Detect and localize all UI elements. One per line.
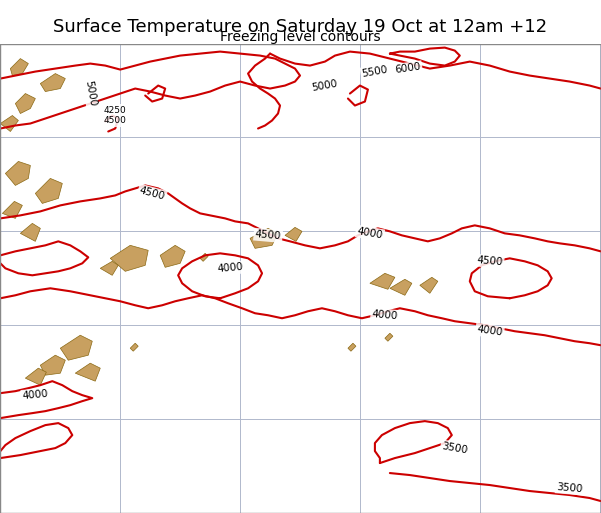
Text: 4000: 4000 bbox=[371, 309, 398, 321]
Text: 4250
4500: 4250 4500 bbox=[104, 106, 127, 125]
Text: 4500: 4500 bbox=[476, 255, 503, 267]
Text: 5000: 5000 bbox=[311, 78, 339, 93]
Polygon shape bbox=[5, 162, 30, 185]
Text: 4000: 4000 bbox=[22, 389, 49, 401]
Polygon shape bbox=[75, 363, 100, 381]
Polygon shape bbox=[130, 343, 138, 351]
Polygon shape bbox=[60, 335, 93, 360]
Polygon shape bbox=[420, 278, 438, 293]
Polygon shape bbox=[25, 368, 46, 385]
Polygon shape bbox=[40, 355, 66, 375]
Text: Freezing level contours: Freezing level contours bbox=[220, 30, 381, 44]
Text: 5500: 5500 bbox=[361, 64, 389, 79]
Polygon shape bbox=[285, 227, 302, 241]
Polygon shape bbox=[16, 93, 35, 113]
Text: 4000: 4000 bbox=[356, 226, 383, 241]
Polygon shape bbox=[390, 279, 412, 295]
Polygon shape bbox=[110, 245, 148, 271]
Text: 3500: 3500 bbox=[556, 482, 583, 494]
Text: 4500: 4500 bbox=[138, 185, 166, 202]
Text: 5000: 5000 bbox=[83, 80, 97, 107]
Text: 4000: 4000 bbox=[476, 324, 504, 338]
Polygon shape bbox=[20, 223, 40, 241]
Polygon shape bbox=[1, 115, 19, 131]
Polygon shape bbox=[2, 202, 22, 219]
Polygon shape bbox=[250, 228, 278, 248]
Text: 4000: 4000 bbox=[216, 262, 243, 274]
Polygon shape bbox=[100, 261, 118, 275]
Polygon shape bbox=[200, 253, 208, 261]
Text: 4500: 4500 bbox=[255, 229, 281, 242]
Polygon shape bbox=[370, 273, 395, 289]
Polygon shape bbox=[385, 333, 393, 341]
Polygon shape bbox=[40, 73, 66, 91]
Text: Surface Temperature on Saturday 19 Oct at 12am +12: Surface Temperature on Saturday 19 Oct a… bbox=[53, 18, 548, 36]
Polygon shape bbox=[35, 179, 63, 203]
Text: 6000: 6000 bbox=[394, 62, 421, 75]
Polygon shape bbox=[10, 58, 28, 75]
Text: 3500: 3500 bbox=[441, 441, 469, 455]
Polygon shape bbox=[160, 245, 185, 267]
Polygon shape bbox=[348, 343, 356, 351]
